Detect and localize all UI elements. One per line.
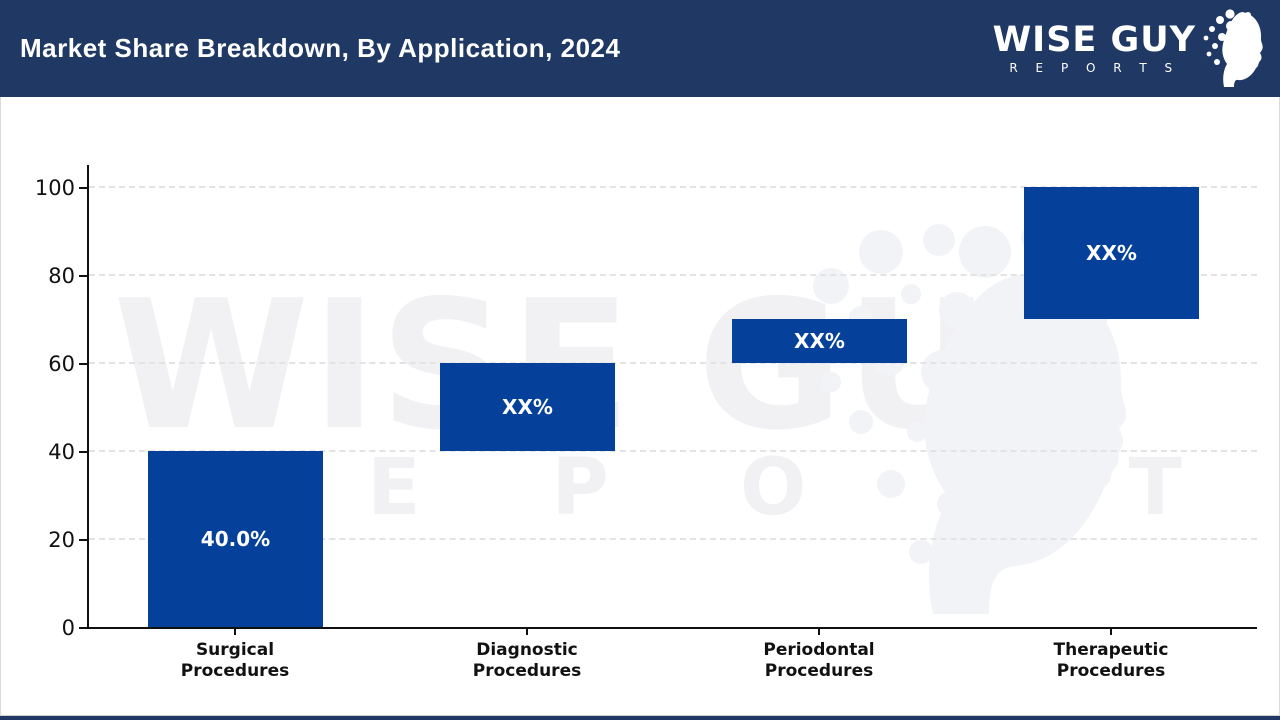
x-category-label-surgical-procedures: Surgical Procedures (180, 640, 290, 681)
logo-subtitle: R E P O R T S (1009, 61, 1180, 75)
y-tick-label-0: 0 (61, 616, 75, 640)
gridline-80 (89, 273, 1257, 276)
x-category-label-diagnostic-procedures: Diagnostic Procedures (472, 640, 582, 681)
x-tick-diagnostic-procedures (526, 629, 528, 635)
face-profile-icon (1200, 7, 1266, 91)
y-tick-label-60: 60 (48, 351, 75, 376)
y-tick-100 (79, 186, 87, 189)
y-tick-0 (79, 627, 87, 629)
x-tick-therapeutic-procedures (1110, 629, 1112, 635)
x-category-label-periodontal-procedures: Periodontal Procedures (763, 640, 875, 681)
y-tick-80 (79, 274, 87, 277)
logo-wordmark: WISE GUY (992, 20, 1196, 60)
logo-text: WISE GUY R E P O R T S (992, 20, 1196, 75)
x-category-label-therapeutic-procedures: Therapeutic Procedures (1053, 640, 1169, 681)
x-axis (87, 627, 1257, 629)
bar-value-label: 40.0% (200, 526, 271, 551)
y-tick-label-100: 100 (34, 175, 75, 200)
y-tick-label-40: 40 (48, 439, 75, 464)
x-tick-periodontal-procedures (818, 629, 820, 635)
y-tick-label-80: 80 (48, 263, 75, 288)
bar-diagnostic-procedures: XX% (440, 362, 615, 451)
wise-guy-reports-logo: WISE GUY R E P O R T S (993, 7, 1266, 91)
gridline-100 (89, 185, 1257, 188)
y-tick-20 (79, 538, 87, 541)
gridline-40 (89, 449, 1257, 452)
footer-accent-bar (0, 716, 1280, 720)
y-tick-60 (79, 362, 87, 365)
bar-surgical-procedures: 40.0% (148, 450, 323, 627)
gridline-20 (89, 537, 1257, 540)
chart-area: WISE GUY R E P O R T S 02040608010040.0%… (0, 97, 1280, 716)
bar-value-label: XX% (1086, 240, 1137, 265)
watermark-face-icon (771, 222, 1171, 618)
y-tick-label-20: 20 (48, 527, 75, 552)
bar-periodontal-procedures: XX% (732, 318, 907, 363)
bar-therapeutic-procedures: XX% (1024, 186, 1199, 319)
plot-canvas: 0 20 40 60 80 100 40.0% Surgical Procedures XX% Di… (1, 97, 1279, 715)
bar-value-label: XX% (794, 328, 845, 353)
y-tick-40 (79, 450, 87, 453)
x-tick-surgical-procedures (234, 629, 236, 635)
bar-value-label: XX% (502, 394, 553, 419)
header-bar: Market Share Breakdown, By Application, … (0, 0, 1280, 97)
gridline-60 (89, 361, 1257, 364)
y-axis (87, 165, 89, 629)
page-title: Market Share Breakdown, By Application, … (20, 33, 621, 63)
